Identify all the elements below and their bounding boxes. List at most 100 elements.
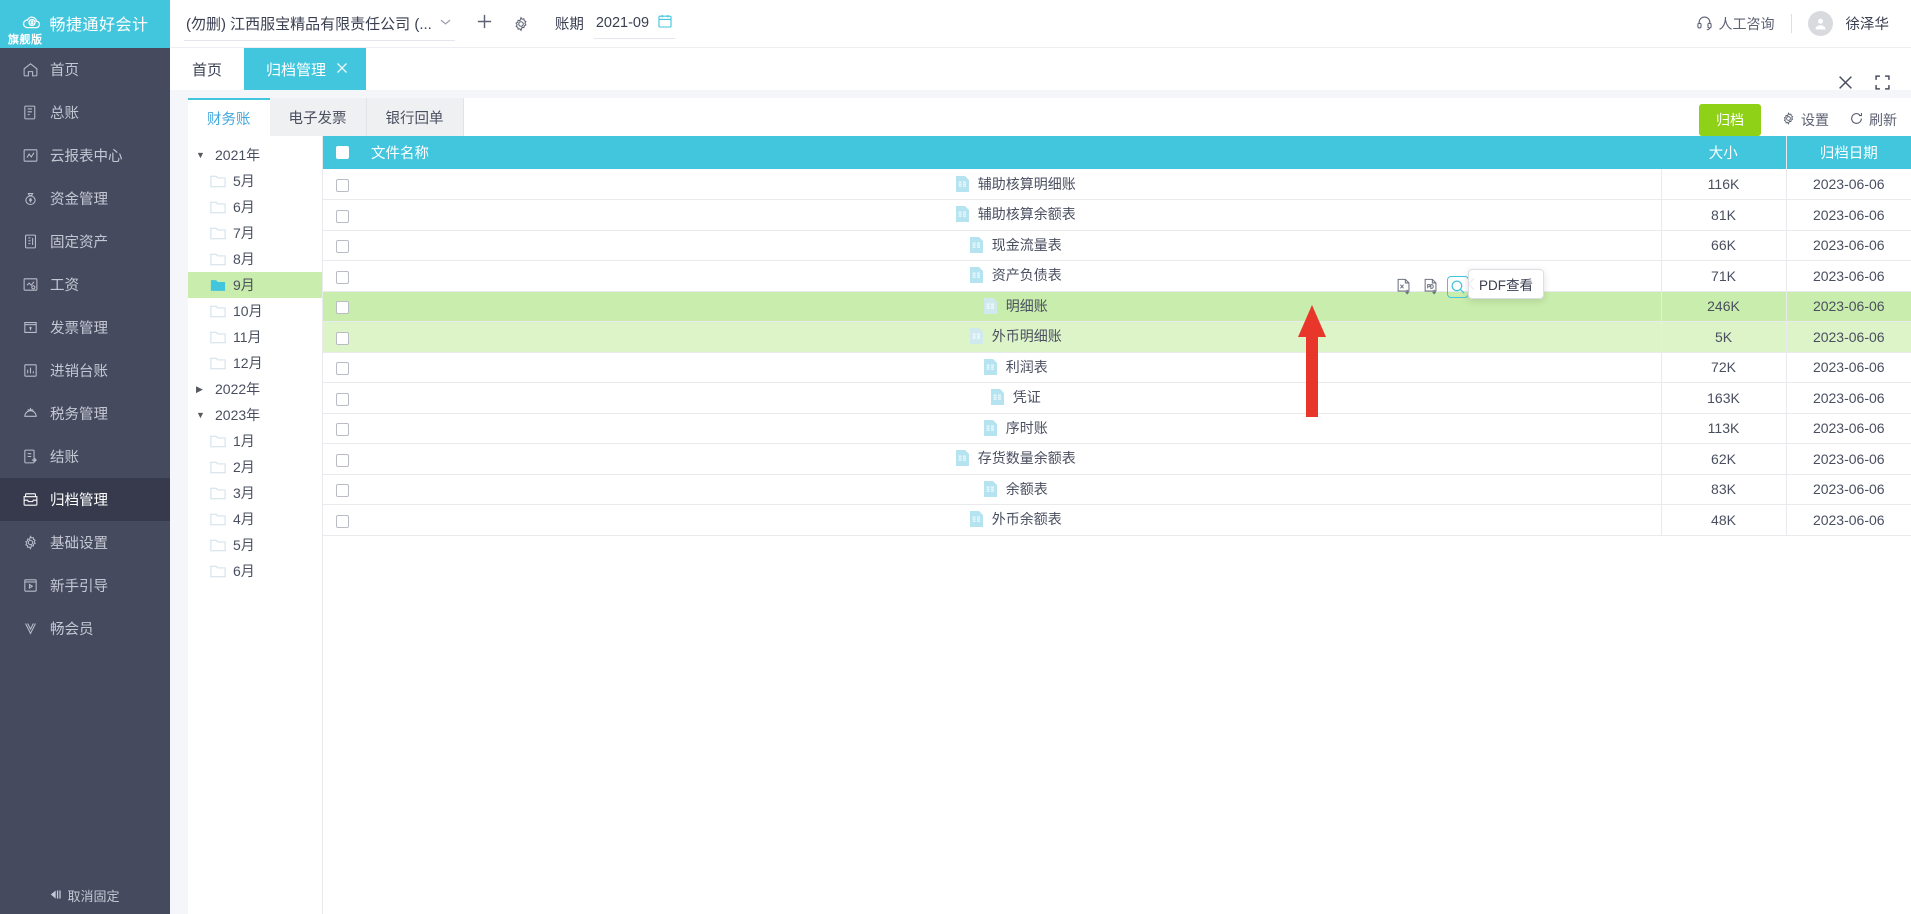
tree-node-year[interactable]: ▼ 2023年	[188, 402, 322, 428]
tree-node-label: 2021年	[215, 147, 261, 163]
pdf-download-icon[interactable]	[1422, 278, 1440, 296]
table-row[interactable]: 现金流量表 66K 2023-06-06	[323, 230, 1911, 261]
row-checkbox[interactable]	[335, 270, 349, 284]
caret-down-icon[interactable]: ▼	[196, 410, 205, 420]
row-checkbox-cell	[323, 443, 361, 475]
sidebar-item-closing[interactable]: 结账	[0, 435, 170, 478]
tab-archive-management[interactable]: 归档管理	[244, 48, 367, 90]
row-checkbox[interactable]	[335, 453, 349, 467]
column-header-name[interactable]: 文件名称	[361, 136, 1661, 169]
caret-right-icon[interactable]: ▶	[196, 383, 203, 394]
sidebar-item-label: 工资	[50, 278, 79, 294]
tree-node-month[interactable]: 5月	[188, 168, 322, 194]
row-checkbox[interactable]	[335, 331, 349, 345]
period-label: 账期	[554, 17, 584, 33]
tree-node-month[interactable]: 6月	[188, 558, 322, 584]
row-checkbox[interactable]	[335, 423, 349, 437]
sidebar-item-funds[interactable]: 资金管理	[0, 177, 170, 220]
sidebar-item-general-ledger[interactable]: 总账	[0, 91, 170, 134]
table-row[interactable]: 辅助核算明细账 116K 2023-06-06	[323, 169, 1911, 200]
chevron-down-icon[interactable]	[440, 17, 451, 29]
table-row[interactable]: 存货数量余额表 62K 2023-06-06	[323, 443, 1911, 475]
caret-down-icon[interactable]: ▼	[196, 150, 205, 160]
sub-tab-bank-receipt[interactable]: 银行回单	[366, 98, 464, 136]
tree-node-month[interactable]: 5月	[188, 532, 322, 558]
sidebar-item-cloud-reports[interactable]: 云报表中心	[0, 134, 170, 177]
tree-node-month[interactable]: 2月	[188, 454, 322, 480]
archive-button[interactable]: 归档	[1699, 104, 1761, 136]
excel-download-icon[interactable]	[1395, 278, 1413, 296]
tree-node-month[interactable]: 10月	[188, 298, 322, 324]
row-checkbox[interactable]	[335, 484, 349, 498]
row-checkbox[interactable]	[335, 240, 349, 254]
sidebar-item-guide[interactable]: 新手引导	[0, 564, 170, 607]
tree-node-month[interactable]: 3月	[188, 480, 322, 506]
sidebar-item-label: 发票管理	[50, 321, 108, 337]
sidebar-item-fixed-assets[interactable]: 固定资产	[0, 220, 170, 263]
row-date: 2023-06-06	[1785, 413, 1911, 444]
gear-icon[interactable]	[512, 15, 530, 33]
close-icon[interactable]	[1838, 75, 1853, 90]
plus-icon[interactable]	[475, 12, 494, 35]
tree-node-month-selected[interactable]: 9月	[188, 272, 322, 298]
company-selector[interactable]: (勿删) 江西服宝精品有限责任公司 (...	[184, 7, 455, 41]
tree-node-month[interactable]: 6月	[188, 194, 322, 220]
table-row[interactable]: 序时账 113K 2023-06-06	[323, 413, 1911, 444]
tree-node-year[interactable]: ▼ 2021年	[188, 142, 322, 168]
sidebar-item-inventory-ledger[interactable]: 进销台账	[0, 349, 170, 392]
table-row[interactable]: 明细账 246K 2023-06-06	[323, 291, 1911, 322]
row-checkbox[interactable]	[335, 178, 349, 192]
table-row[interactable]: 资产负债表 71K 2023-06-06	[323, 260, 1911, 292]
row-checkbox[interactable]	[335, 301, 349, 315]
sidebar-item-archive[interactable]: 归档管理	[0, 478, 170, 521]
tooltip-pdf-view: PDF查看	[1468, 269, 1544, 299]
avatar[interactable]	[1807, 11, 1833, 36]
sub-tab-e-invoice[interactable]: 电子发票	[269, 98, 367, 136]
calendar-icon[interactable]	[657, 13, 673, 34]
file-name: 外币明细账	[991, 328, 1062, 345]
fullscreen-icon[interactable]	[1875, 75, 1890, 90]
brand-logo[interactable]: 畅捷通好会计 旗舰版	[0, 0, 170, 48]
sidebar-item-home[interactable]: 首页	[0, 48, 170, 91]
sub-tab-label: 银行回单	[385, 110, 444, 127]
table-row[interactable]: 辅助核算余额表 81K 2023-06-06	[323, 199, 1911, 231]
tree-node-month[interactable]: 4月	[188, 506, 322, 532]
column-header-date[interactable]: 归档日期	[1785, 136, 1911, 169]
sidebar-item-basic-settings[interactable]: 基础设置	[0, 521, 170, 564]
pdf-view-icon[interactable]	[1447, 276, 1469, 298]
settings-button[interactable]: 设置	[1781, 110, 1829, 130]
excel-file-icon	[983, 419, 998, 436]
tree-node-month[interactable]: 7月	[188, 220, 322, 246]
tree-node-month[interactable]: 12月	[188, 350, 322, 376]
table-row[interactable]: 余额表 83K 2023-06-06	[323, 474, 1911, 505]
sidebar-item-salary[interactable]: 工资	[0, 263, 170, 306]
sidebar-item-tax[interactable]: 税务管理	[0, 392, 170, 435]
tree-node-month[interactable]: 11月	[188, 324, 322, 350]
table-row-hovered[interactable]: 外币明细账 5K 2023-06-06	[323, 321, 1911, 353]
row-checkbox[interactable]	[335, 392, 349, 406]
support-button[interactable]: 人工咨询	[1696, 14, 1775, 34]
sidebar-item-vip[interactable]: 畅会员	[0, 607, 170, 650]
table-row[interactable]: 利润表 72K 2023-06-06	[323, 352, 1911, 383]
tab-home[interactable]: 首页	[170, 48, 244, 90]
select-all-checkbox[interactable]	[335, 146, 349, 160]
tree-node-year[interactable]: ▶ 2022年	[188, 376, 322, 402]
refresh-button[interactable]: 刷新	[1849, 110, 1897, 130]
building-icon	[22, 233, 39, 250]
sidebar-collapse-button[interactable]: 取消固定	[0, 876, 170, 914]
table-row[interactable]: 凭证 163K 2023-06-06	[323, 382, 1911, 414]
tree-node-month[interactable]: 1月	[188, 428, 322, 454]
vip-icon	[22, 620, 39, 637]
sidebar-item-invoice[interactable]: 发票管理	[0, 306, 170, 349]
period-picker[interactable]: 2021-09	[593, 9, 676, 39]
close-icon[interactable]	[336, 61, 348, 77]
sub-tab-financial-books[interactable]: 财务账	[188, 98, 270, 136]
tree-node-month[interactable]: 8月	[188, 246, 322, 272]
sidebar-item-label: 固定资产	[50, 235, 108, 251]
column-header-size[interactable]: 大小	[1661, 136, 1786, 169]
user-name[interactable]: 徐泽华	[1845, 17, 1890, 33]
row-checkbox[interactable]	[335, 514, 349, 528]
row-checkbox[interactable]	[335, 209, 349, 223]
row-checkbox[interactable]	[335, 362, 349, 376]
table-row[interactable]: 外币余额表 48K 2023-06-06	[323, 504, 1911, 536]
